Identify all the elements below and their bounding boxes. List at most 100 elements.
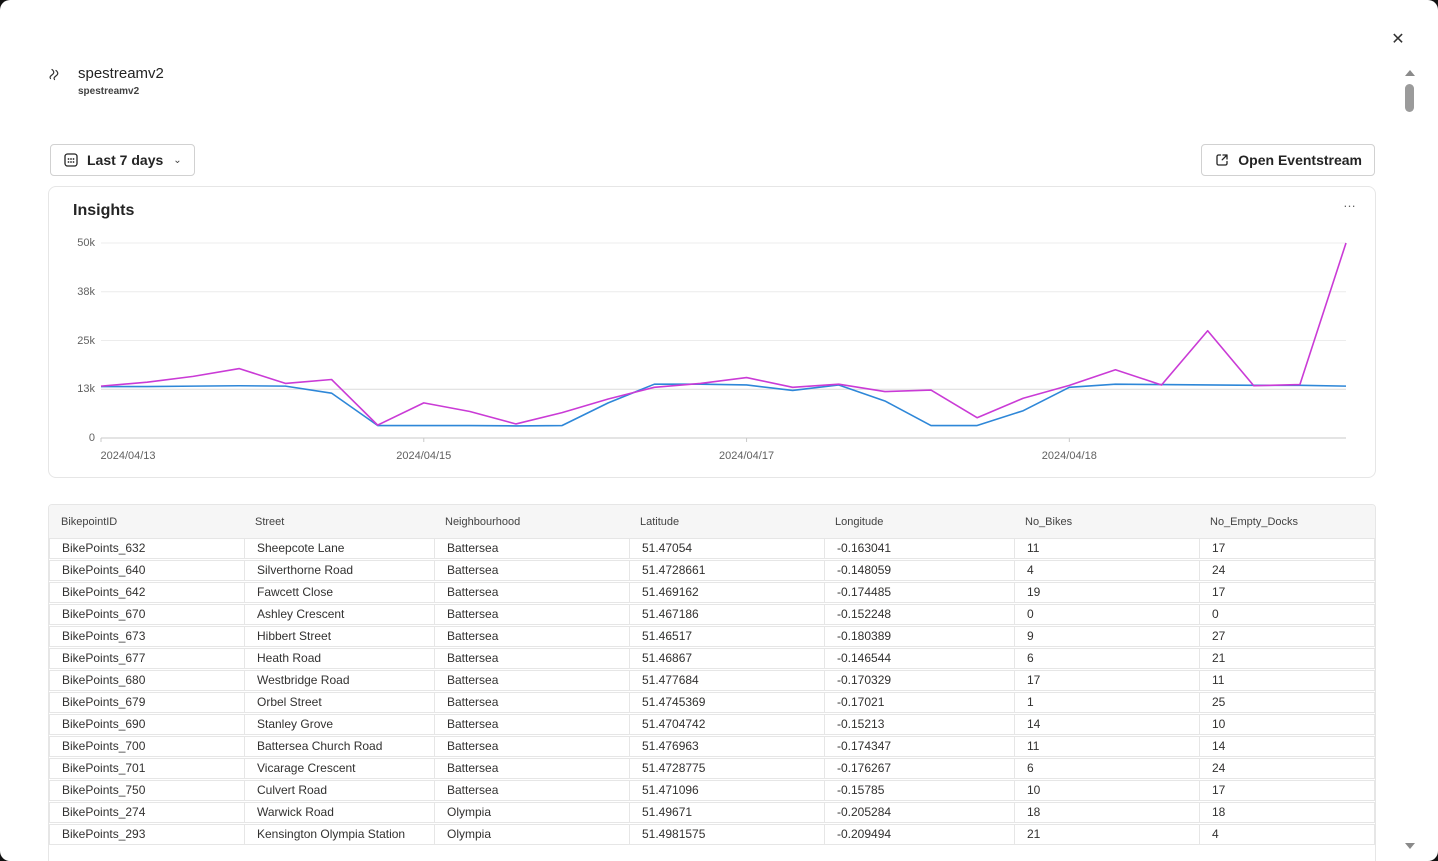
table-cell: Battersea: [434, 737, 629, 756]
table-cell: -0.163041: [824, 539, 1014, 558]
table-cell: 0: [1014, 605, 1199, 624]
table-cell: 18: [1014, 803, 1199, 822]
x-axis-tick-label: 2024/04/15: [396, 450, 452, 462]
vertical-scrollbar[interactable]: [1404, 62, 1416, 857]
table-row: BikePoints_679 Orbel Street Battersea 51.47…: [49, 692, 1375, 713]
chart-line-magenta: [100, 242, 1347, 426]
y-axis-tick-label: 38k: [77, 285, 95, 298]
table-cell: 51.4728661: [629, 561, 824, 580]
table-row: BikePoints_677 Heath Road Battersea 51.4686…: [49, 648, 1375, 669]
table-cell: BikePoints_680: [62, 673, 146, 687]
table-cell: BikePoints_640: [62, 563, 146, 577]
table-cell: 51.467186: [629, 605, 824, 624]
table-cell: 51.4745369: [629, 693, 824, 712]
table-cell: Culvert Road: [244, 781, 434, 800]
table-cell: Vicarage Crescent: [244, 759, 434, 778]
table-cell: Silverthorne Road: [244, 561, 434, 580]
table-cell: -0.170329: [824, 671, 1014, 690]
open-eventstream-label: Open Eventstream: [1238, 152, 1362, 168]
table-cell: 51.471096: [629, 781, 824, 800]
open-eventstream-button[interactable]: Open Eventstream: [1201, 144, 1375, 176]
table-cell: -0.15213: [824, 715, 1014, 734]
table-cell: 51.46867: [629, 649, 824, 668]
table-cell: 18: [1199, 803, 1375, 822]
table-cell: 17: [1014, 671, 1199, 690]
table-cell: Battersea: [434, 693, 629, 712]
chevron-down-icon: ⌄: [173, 154, 182, 166]
table-cell: 17: [1199, 539, 1375, 558]
more-options-icon[interactable]: …: [1343, 195, 1357, 210]
table-cell: Warwick Road: [244, 803, 434, 822]
table-row: BikePoints_690 Stanley Grove Battersea 51.4…: [49, 714, 1375, 735]
scrollbar-down-arrow-icon[interactable]: [1405, 843, 1415, 849]
chart-line-blue: [101, 383, 1347, 427]
table-row: BikePoints_274 Warwick Road Olympia 51.4967…: [49, 802, 1375, 823]
table-cell: Fawcett Close: [244, 583, 434, 602]
column-header: No_Empty_Docks: [1210, 515, 1299, 528]
table-cell: 51.477684: [629, 671, 824, 690]
insights-title: Insights: [73, 202, 135, 219]
table-cell: Battersea: [434, 759, 629, 778]
scrollbar-thumb[interactable]: [1405, 84, 1414, 112]
table-cell: -0.15785: [824, 781, 1014, 800]
table-cell: Westbridge Road: [244, 671, 434, 690]
table-cell: -0.174485: [824, 583, 1014, 602]
table-cell: Battersea: [434, 715, 629, 734]
table-cell: Orbel Street: [244, 693, 434, 712]
insights-line-chart: 0 13k 25k 38k 50k 2024/04/13 2024/04/15 2024/04…: [49, 187, 1375, 477]
table-cell: 51.469162: [629, 583, 824, 602]
table-cell: 27: [1199, 627, 1375, 646]
scrollbar-up-arrow-icon[interactable]: [1405, 70, 1415, 76]
table-cell: Battersea: [434, 671, 629, 690]
x-axis-tick-label: 2024/04/18: [1041, 450, 1097, 462]
table-row: BikePoints_750 Culvert Road Battersea 51.47…: [49, 780, 1375, 801]
close-icon[interactable]: ✕: [1391, 31, 1405, 48]
table-cell: 24: [1199, 561, 1375, 580]
table-cell: 11: [1014, 737, 1199, 756]
table-cell: 25: [1199, 693, 1375, 712]
table-cell: 1: [1014, 693, 1199, 712]
table-cell: BikePoints_679: [62, 695, 146, 709]
column-header: Neighbourhood: [445, 515, 521, 528]
open-external-icon: [1216, 154, 1228, 166]
table-cell: 51.4981575: [629, 825, 824, 844]
time-range-dropdown[interactable]: Last 7 days ⌄: [50, 144, 195, 176]
table-cell: -0.146544: [824, 649, 1014, 668]
table-cell: BikePoints_750: [62, 783, 146, 797]
table-cell: 51.4728775: [629, 759, 824, 778]
table-cell: 11: [1199, 671, 1375, 690]
table-cell: -0.17021: [824, 693, 1014, 712]
table-cell: Heath Road: [244, 649, 434, 668]
table-cell: 17: [1199, 781, 1375, 800]
table-cell: 51.476963: [629, 737, 824, 756]
table-row: BikePoints_632 Sheepcote Lane Battersea 51.…: [49, 538, 1375, 559]
table-cell: Battersea: [434, 539, 629, 558]
table-cell: BikePoints_700: [62, 739, 146, 753]
table-cell: 6: [1014, 759, 1199, 778]
table-cell: 19: [1014, 583, 1199, 602]
table-cell: Battersea: [434, 583, 629, 602]
table-cell: 17: [1199, 583, 1375, 602]
table-cell: 51.4704742: [629, 715, 824, 734]
table-cell: 4: [1014, 561, 1199, 580]
table-cell: 10: [1014, 781, 1199, 800]
table-cell: Sheepcote Lane: [244, 539, 434, 558]
y-axis-tick-label: 0: [88, 432, 95, 444]
table-cell: -0.205284: [824, 803, 1014, 822]
table-cell: BikePoints_293: [62, 827, 146, 841]
table-row: BikePoints_293 Kensington Olympia Station…: [49, 824, 1375, 845]
table-row: BikePoints_701 Vicarage Crescent Battersea…: [49, 758, 1375, 779]
x-axis-tick-label: 2024/04/13: [100, 450, 156, 462]
table-row: BikePoints_640 Silverthorne Road Battersea…: [49, 560, 1375, 581]
table-cell: -0.209494: [824, 825, 1014, 844]
table-cell: Battersea: [434, 781, 629, 800]
y-axis-tick-label: 13k: [77, 383, 95, 396]
table-cell: 9: [1014, 627, 1199, 646]
table-cell: Battersea: [434, 627, 629, 646]
table-cell: 10: [1199, 715, 1375, 734]
time-range-label: Last 7 days: [87, 152, 164, 168]
table-row: BikePoints_700 Battersea Church Road Batte…: [49, 736, 1375, 757]
data-preview-table: BikepointID Street Neighbourhood Latitude Lo…: [48, 504, 1376, 861]
table-cell: Ashley Crescent: [244, 605, 434, 624]
